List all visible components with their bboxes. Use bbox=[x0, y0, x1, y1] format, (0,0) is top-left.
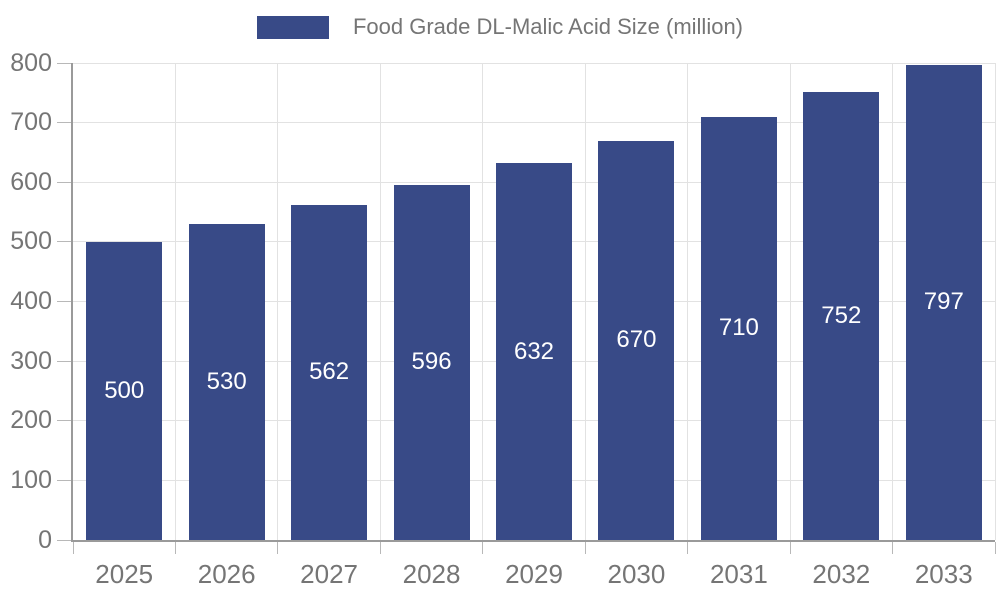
bar-2025[interactable]: 500 bbox=[86, 241, 163, 540]
x-gridline bbox=[482, 63, 484, 540]
x-gridline bbox=[789, 63, 791, 540]
y-axis-tick bbox=[57, 241, 71, 243]
bar-value-label: 632 bbox=[513, 337, 555, 365]
x-gridline bbox=[584, 63, 586, 540]
legend[interactable]: Food Grade DL-Malic Acid Size (million) bbox=[0, 14, 1000, 40]
x-axis-tick-label: 2028 bbox=[402, 559, 461, 589]
bar-2031[interactable]: 710 bbox=[700, 116, 777, 540]
y-axis-tick bbox=[57, 122, 71, 124]
legend-swatch[interactable] bbox=[256, 15, 329, 39]
y-axis-tick-label: 200 bbox=[10, 406, 52, 435]
bar-value-label: 562 bbox=[309, 358, 350, 386]
y-axis-tick bbox=[57, 301, 71, 302]
y-axis-tick-label: 700 bbox=[10, 108, 52, 137]
x-gridline bbox=[994, 63, 996, 540]
x-axis-tick-label: 2032 bbox=[812, 559, 871, 589]
y-gridline bbox=[73, 62, 995, 64]
x-axis-tick bbox=[687, 542, 689, 554]
y-axis-tick-label: 0 bbox=[38, 525, 52, 554]
y-axis-tick-label: 800 bbox=[10, 48, 52, 77]
bar-2030[interactable]: 670 bbox=[598, 140, 675, 540]
x-axis-tick bbox=[892, 542, 894, 554]
x-gridline bbox=[379, 63, 381, 540]
y-axis-tick bbox=[57, 62, 71, 64]
x-axis-tick bbox=[994, 542, 996, 554]
y-axis-tick-label: 300 bbox=[10, 346, 52, 375]
y-axis-tick bbox=[57, 181, 71, 183]
bar-value-label: 670 bbox=[616, 326, 657, 354]
x-axis-tick bbox=[379, 542, 381, 554]
x-axis-tick bbox=[277, 542, 279, 554]
y-axis-tick bbox=[57, 360, 71, 362]
x-axis-tick-label: 2026 bbox=[197, 559, 256, 589]
bar-2032[interactable]: 752 bbox=[803, 91, 880, 540]
x-axis-line bbox=[71, 540, 995, 542]
y-axis-tick bbox=[57, 420, 71, 422]
bar-value-label: 710 bbox=[718, 314, 759, 342]
bar-value-label: 596 bbox=[411, 348, 452, 376]
bar-2033[interactable]: 797 bbox=[905, 64, 982, 540]
y-axis-line bbox=[71, 63, 73, 542]
x-gridline bbox=[892, 63, 894, 540]
x-gridline bbox=[277, 63, 279, 540]
y-axis-tick-label: 600 bbox=[10, 167, 52, 196]
x-axis-tick bbox=[789, 542, 791, 554]
legend-label[interactable]: Food Grade DL-Malic Acid Size (million) bbox=[352, 14, 744, 39]
x-axis-tick-label: 2031 bbox=[709, 559, 768, 589]
y-axis-tick bbox=[57, 539, 71, 541]
y-gridline bbox=[73, 122, 995, 124]
x-axis-tick-label: 2025 bbox=[95, 559, 154, 589]
x-axis-tick bbox=[72, 542, 74, 554]
y-axis-tick-label: 100 bbox=[10, 465, 52, 494]
bar-2028[interactable]: 596 bbox=[393, 184, 470, 540]
x-axis-tick bbox=[482, 542, 484, 554]
plot-area: 0 100 200 300 400 500 600 700 800 500 2025 530 2026 5… bbox=[10, 50, 996, 589]
bar-2026[interactable]: 530 bbox=[188, 223, 265, 540]
bar-value-label: 797 bbox=[923, 288, 964, 316]
x-gridline bbox=[687, 63, 689, 540]
x-axis-tick-label: 2033 bbox=[914, 559, 973, 589]
bar-value-label: 530 bbox=[206, 367, 247, 395]
y-axis-tick-label: 500 bbox=[10, 227, 52, 256]
bar-2027[interactable]: 562 bbox=[291, 204, 368, 540]
y-axis-tick bbox=[57, 479, 71, 481]
x-axis-tick-label: 2029 bbox=[505, 559, 563, 589]
bar-value-label: 752 bbox=[821, 301, 862, 329]
x-axis-tick-label: 2027 bbox=[300, 559, 359, 589]
x-gridline bbox=[174, 63, 176, 540]
bar-value-label: 500 bbox=[104, 376, 145, 404]
x-axis-tick bbox=[584, 542, 586, 554]
bar-2029[interactable]: 632 bbox=[496, 163, 572, 540]
y-axis-tick-label: 400 bbox=[10, 287, 52, 315]
x-axis-tick bbox=[174, 542, 176, 554]
x-axis-tick-label: 2030 bbox=[607, 559, 666, 589]
